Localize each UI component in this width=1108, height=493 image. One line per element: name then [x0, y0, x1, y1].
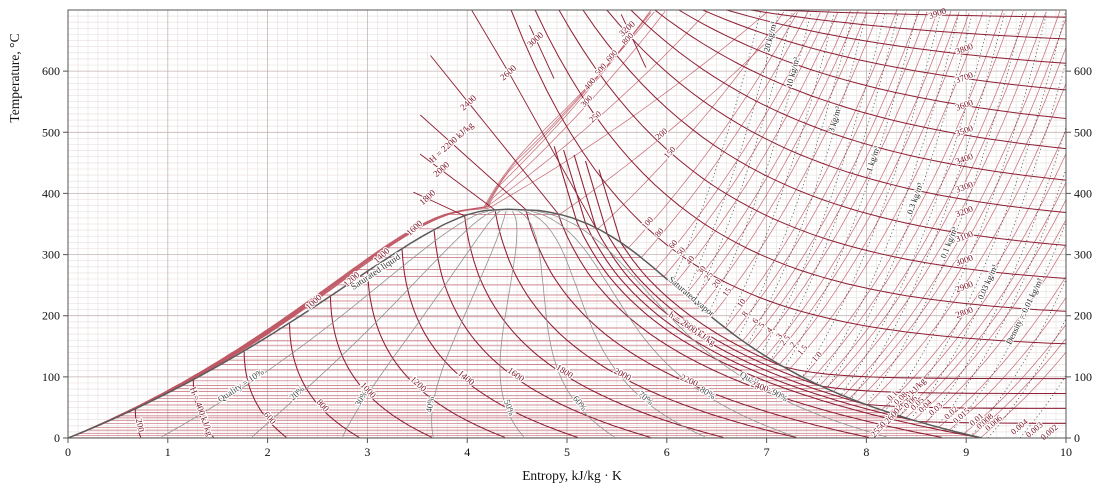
y-tick-label-right: 400 [1074, 186, 1092, 200]
y-tick-label-right: 100 [1074, 370, 1092, 384]
pressure-label: 1.5 [795, 343, 809, 358]
curves [68, 10, 1066, 438]
pressure-label: 15 [720, 286, 733, 299]
quality-label: 20% [288, 383, 307, 402]
y-tick-label-right: 600 [1074, 64, 1092, 78]
pressure-label: 3 [774, 331, 784, 341]
density-label: 0.3 kg/m³ [904, 181, 925, 216]
quality-label: 80% [698, 384, 718, 402]
x-tick-label: 5 [564, 445, 570, 459]
pressure-label: 500 [592, 61, 608, 77]
x-tick-label: 4 [464, 445, 470, 459]
y-tick-label-right: 300 [1074, 248, 1092, 262]
y-axis-title: Temperature, °C [7, 33, 22, 123]
x-tick-label: 3 [364, 445, 370, 459]
density-curves [672, 12, 1066, 438]
isenthalp-label: 3700 [954, 70, 975, 86]
isenthalp-label: 800 [315, 397, 332, 414]
y-tick-label: 600 [42, 64, 60, 78]
isenthalp-label: 2600 [498, 62, 518, 82]
y-tick-label: 500 [42, 125, 60, 139]
isenthalp-label: 1600 [506, 365, 527, 384]
density-label: 3 kg/m³ [826, 105, 843, 134]
isenthalp-label: 2800 [954, 304, 975, 320]
isenthalp-label: 3000 [525, 29, 545, 49]
quality-curves [161, 210, 887, 438]
y-tick-label: 400 [42, 186, 60, 200]
x-tick-label: 2 [265, 445, 271, 459]
y-tick-label: 100 [42, 370, 60, 384]
y-tick-label: 200 [42, 309, 60, 323]
y-tick-label: 300 [42, 248, 60, 262]
y-tick-label: 0 [54, 431, 60, 445]
isenthalp-label: 3400 [954, 151, 975, 167]
isenthalp-label: 3900 [927, 5, 948, 21]
x-tick-label: 7 [764, 445, 770, 459]
quality-label: 40% [424, 395, 436, 413]
y-tick-label-right: 200 [1074, 309, 1092, 323]
x-tick-label: 8 [863, 445, 869, 459]
pressure-label: 8 [740, 309, 751, 318]
y-tick-label-right: 500 [1074, 125, 1092, 139]
x-tick-label: 9 [963, 445, 969, 459]
pressure-label: 5 [756, 320, 767, 329]
x-tick-label: 1 [165, 445, 171, 459]
pressure-label: 100 [639, 215, 655, 231]
isenthalpy-curves [134, 10, 1066, 438]
pressure-label: 6 [750, 316, 761, 325]
x-axis-title: Entropy, kJ/kg · K [522, 468, 622, 483]
saturation-dome [68, 208, 982, 438]
x-tick-label: 0 [65, 445, 71, 459]
isenthalp-label: 1800 [554, 362, 575, 380]
isenthalp-label: 2900 [954, 279, 975, 295]
density-label: 20 kg/m³ [761, 20, 778, 53]
pressure-label: 80 [653, 226, 666, 239]
x-tick-label: 10 [1060, 445, 1072, 459]
isenthalp-label: 200 [134, 417, 147, 433]
isenthalp-label: 600 [262, 409, 279, 426]
y-tick-label-right: 0 [1074, 431, 1080, 445]
x-tick-label: 6 [664, 445, 670, 459]
pressure-label: 250 [587, 109, 603, 125]
pressure-label: 2 [787, 340, 797, 350]
